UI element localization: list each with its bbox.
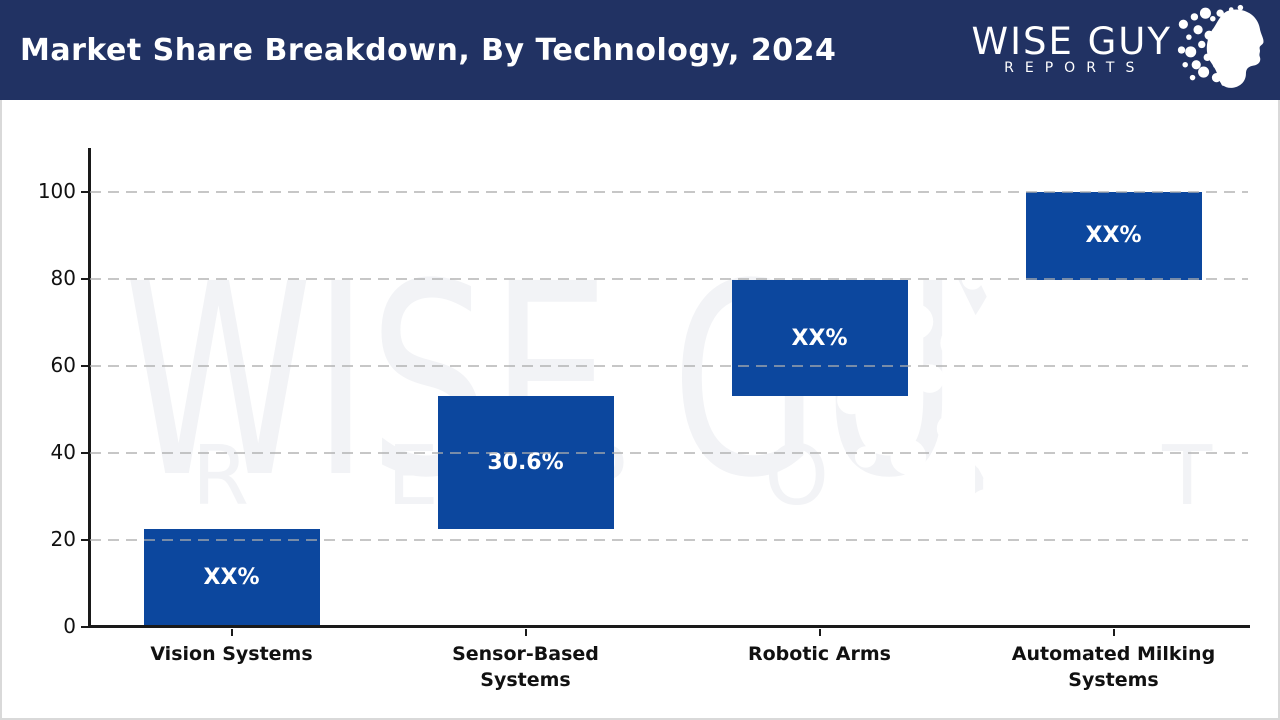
chart-body: WISE GUY R E P O R T S XX%30.6%XX%XX%020… bbox=[0, 100, 1280, 720]
bar-value-label: XX% bbox=[791, 325, 848, 351]
logo-head-icon bbox=[1177, 4, 1264, 88]
header-band: Market Share Breakdown, By Technology, 2… bbox=[0, 0, 1280, 100]
chart-title: Market Share Breakdown, By Technology, 2… bbox=[20, 32, 837, 68]
x-tick-mark bbox=[818, 628, 821, 636]
wise-guy-logo: WISE GUY REPORTS bbox=[972, 0, 1268, 100]
bar-value-label: XX% bbox=[1085, 223, 1142, 249]
y-axis-spine bbox=[88, 148, 91, 628]
x-tick-label: Vision Systems bbox=[150, 642, 313, 665]
x-axis-spine bbox=[88, 625, 1250, 628]
y-tick-label: 0 bbox=[63, 613, 76, 638]
x-tick-label: Sensor-Based Systems bbox=[452, 642, 599, 691]
logo-reports-text: REPORTS bbox=[1004, 60, 1146, 76]
y-tick-mark bbox=[81, 451, 90, 454]
bar-segment: XX% bbox=[143, 529, 320, 627]
bar-value-label: XX% bbox=[203, 565, 260, 591]
gridline bbox=[90, 190, 1248, 193]
gridline bbox=[90, 364, 1248, 367]
bar-segment: XX% bbox=[731, 280, 908, 396]
y-tick-mark bbox=[81, 625, 90, 628]
y-tick-label: 80 bbox=[50, 265, 76, 290]
x-tick-mark bbox=[1112, 628, 1115, 636]
gridline bbox=[90, 451, 1248, 454]
y-tick-mark bbox=[81, 190, 90, 193]
y-tick-label: 60 bbox=[50, 352, 76, 377]
x-tick-mark bbox=[524, 628, 527, 636]
bar-segment: 30.6% bbox=[437, 395, 614, 530]
gridline bbox=[90, 277, 1248, 280]
y-tick-mark bbox=[81, 364, 90, 367]
y-tick-mark bbox=[81, 277, 90, 280]
logo-wordmark: WISE GUY REPORTS bbox=[971, 20, 1172, 76]
bar-segment: XX% bbox=[1025, 191, 1202, 281]
y-tick-mark bbox=[81, 538, 90, 541]
bar-value-label: 30.6% bbox=[487, 449, 564, 475]
x-tick-label: Robotic Arms bbox=[748, 642, 891, 665]
y-tick-label: 20 bbox=[50, 526, 76, 551]
x-tick-mark bbox=[230, 628, 233, 636]
y-tick-label: 100 bbox=[37, 178, 76, 203]
logo-wiseguy-text: WISE GUY bbox=[971, 20, 1172, 63]
y-tick-label: 40 bbox=[50, 439, 76, 464]
gridline bbox=[90, 538, 1248, 541]
x-tick-label: Automated Milking Systems bbox=[1011, 642, 1216, 691]
